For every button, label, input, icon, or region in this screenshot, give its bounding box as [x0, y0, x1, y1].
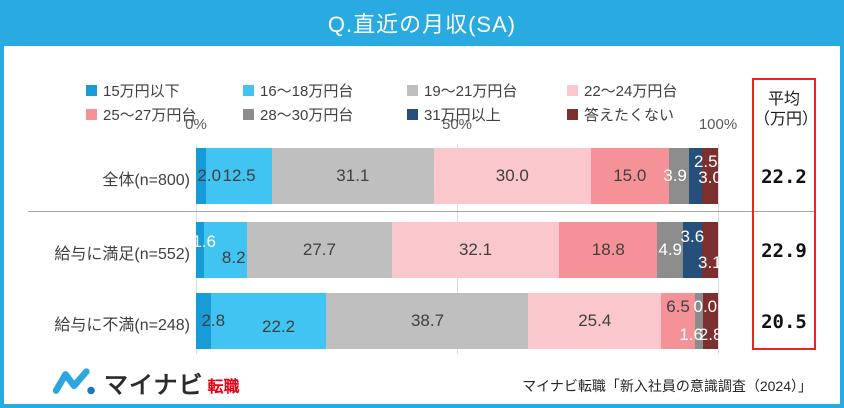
segment-value-label: 3.1 — [698, 253, 722, 272]
plot-area: 2.0 12.5 31.1 30.0 15.0 3.9 2.5 3.0 1.6 8.2 27.7 32… — [192, 144, 722, 354]
stacked-bar-1: 1.6 8.2 27.7 32.1 18.8 4.9 3.6 3.1 — [192, 222, 722, 278]
bar-segment: 8.2 — [204, 222, 248, 278]
legend-item-3: 22〜24万円台 — [567, 80, 715, 101]
segment-value-label: 30.0 — [495, 166, 529, 185]
bar-segment: 15.0 — [590, 148, 669, 204]
average-header: 平均 （万円） — [754, 90, 819, 130]
x-axis-tick-0pct: 0% — [185, 116, 207, 133]
segment-value-label: 2.5 — [693, 152, 718, 171]
bar-segment: 12.5 — [206, 148, 272, 204]
legend-item-2: 19〜21万円台 — [407, 80, 567, 101]
stacked-bar-0: 2.0 12.5 31.1 30.0 15.0 3.9 2.5 3.0 — [196, 148, 722, 204]
average-value-2: 20.5 — [761, 311, 807, 333]
segment-value-label: 4.9 — [658, 240, 683, 259]
legend-label: 22〜24万円台 — [584, 83, 678, 100]
gridline-100pct — [718, 144, 719, 354]
segment-value-label: 2.8 — [698, 325, 723, 344]
x-axis-tick-50pct: 50% — [441, 116, 473, 133]
legend-item-0: 15万円以下 — [86, 80, 243, 101]
bar-segment: 32.1 — [391, 222, 560, 278]
legend-item-7: 答えたくない — [567, 104, 715, 125]
legend-swatch-icon — [86, 109, 97, 120]
segment-value-label: 38.7 — [410, 311, 445, 330]
bar-segment: 4.9 — [657, 222, 683, 278]
row-label-0: 全体(n=800) — [102, 172, 190, 189]
legend-label: 19〜21万円台 — [424, 83, 518, 100]
segment-value-label: 1.6 — [679, 325, 703, 344]
bar-segment: 2.5 — [689, 148, 718, 204]
legend-item-5: 28〜30万円台 — [243, 104, 407, 125]
segment-value-label: 25.4 — [578, 311, 612, 330]
legend: 15万円以下 16〜18万円台 19〜21万円台 22〜24万円台 25〜27万円台 28… — [86, 80, 715, 125]
segment-value-label: 2.8 — [201, 311, 226, 330]
bar-segment: 25.4 — [528, 293, 662, 349]
segment-value-label: 3.6 — [680, 227, 705, 246]
legend-swatch-icon — [567, 109, 578, 120]
row-label-1: 給与に満足(n=552) — [54, 246, 190, 263]
bar-segment: 3.6 — [680, 222, 705, 278]
bar-segment: 30.0 — [434, 148, 591, 204]
legend-swatch-icon — [407, 85, 418, 96]
legend-swatch-icon — [243, 85, 254, 96]
group-separator-line — [28, 211, 816, 212]
title-bar: Q.直近の月収(SA) — [0, 0, 844, 46]
segment-value-label: 27.7 — [302, 240, 336, 259]
segment-value-label: 32.1 — [458, 240, 493, 259]
row-label-2: 給与に不満(n=248) — [54, 317, 190, 334]
legend-label: 31万円以上 — [424, 107, 501, 124]
legend-item-6: 31万円以上 — [407, 104, 567, 125]
bar-segment: 31.1 — [271, 148, 435, 204]
segment-value-label: 2.0 — [197, 166, 222, 185]
segment-value-label: 3.9 — [663, 166, 687, 185]
bar-segment: 27.7 — [247, 222, 392, 278]
legend-swatch-icon — [567, 85, 578, 96]
legend-label: 16〜18万円台 — [260, 83, 354, 100]
source-caption: マイナビ転職「新入社員の意識調査（2024）」 — [522, 378, 812, 394]
stacked-bar-2: 2.8 22.2 38.7 25.4 6.5 1.6 0.0 2.8 — [196, 293, 722, 349]
legend-swatch-icon — [86, 85, 97, 96]
segment-value-label: 8.2 — [221, 248, 246, 267]
bar-segment: 18.8 — [559, 222, 658, 278]
segment-value-label: 1.6 — [192, 232, 216, 251]
legend-label: 25〜27万円台 — [103, 107, 197, 124]
average-header-line1: 平均 — [767, 91, 800, 108]
legend-item-4: 25〜27万円台 — [86, 104, 243, 125]
mynavi-zigzag-icon — [52, 368, 95, 395]
segment-value-label: 3.0 — [698, 168, 722, 187]
legend-swatch-icon — [243, 109, 254, 120]
bar-segment: 2.8 — [196, 293, 225, 349]
bar-segment: 3.9 — [663, 148, 690, 204]
segment-value-label: 18.8 — [591, 240, 625, 259]
segment-value-label: 31.1 — [336, 166, 370, 185]
bar-segment: 22.2 — [210, 293, 327, 349]
bar-segment: 2.8 — [699, 293, 722, 349]
legend-label: 答えたくない — [584, 107, 675, 124]
average-value-0: 22.2 — [761, 166, 807, 188]
legend-item-1: 16〜18万円台 — [243, 80, 407, 101]
bar-segment: 2.0 — [196, 148, 221, 204]
bar-segment: 1.6 — [679, 293, 704, 349]
mynavi-logo: マイナビ 転職 — [52, 362, 240, 402]
page-title: Q.直近の月収(SA) — [327, 12, 517, 37]
average-value-1: 22.9 — [761, 240, 807, 262]
segment-value-label: 6.5 — [666, 297, 690, 316]
segment-value-label: 0.0 — [693, 297, 718, 316]
bar-segment: 1.6 — [192, 222, 216, 278]
bar-segment: 3.0 — [698, 148, 722, 204]
x-axis-tick-100pct: 100% — [698, 116, 738, 133]
segment-value-label: 22.2 — [262, 317, 296, 336]
legend-swatch-icon — [407, 109, 418, 120]
logo-brand-text: マイナビ — [104, 371, 204, 399]
legend-label: 28〜30万円台 — [260, 107, 354, 124]
bar-segment: 6.5 — [661, 293, 695, 349]
average-header-line2: （万円） — [754, 111, 819, 128]
segment-value-label: 12.5 — [222, 166, 256, 185]
average-box: 平均 （万円） 22.2 22.9 20.5 — [752, 78, 819, 350]
legend-label: 15万円以下 — [103, 83, 180, 100]
logo-suffix-text: 転職 — [207, 379, 240, 396]
bar-segment: 38.7 — [326, 293, 529, 349]
segment-value-label: 15.0 — [613, 166, 647, 185]
bar-segment: 3.1 — [698, 222, 722, 278]
